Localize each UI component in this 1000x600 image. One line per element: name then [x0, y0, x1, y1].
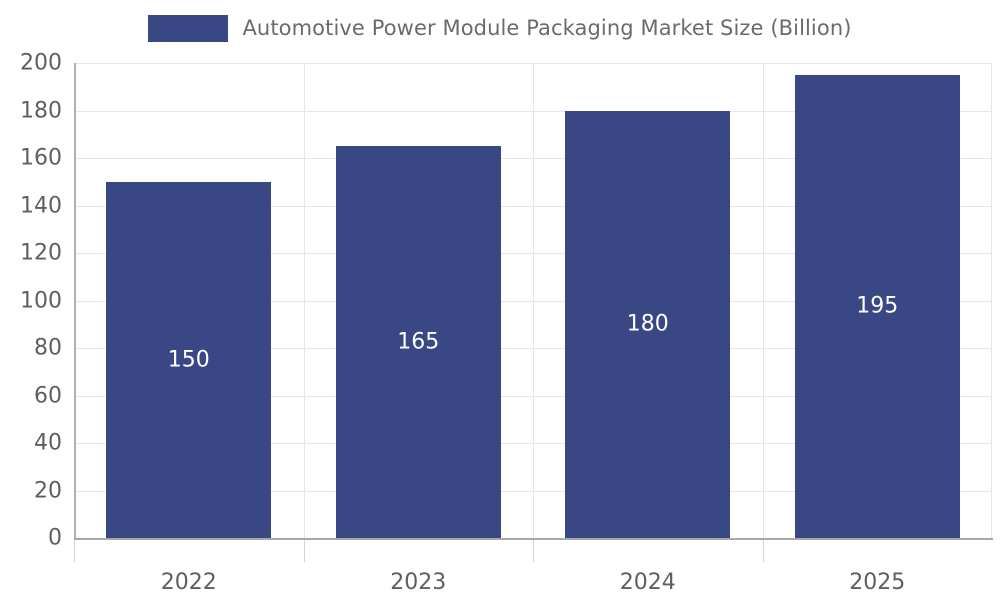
- legend-item-series-1[interactable]: Automotive Power Module Packaging Market…: [148, 14, 852, 42]
- legend-color-swatch: [148, 14, 229, 42]
- y-tick-label: 120: [20, 240, 62, 266]
- y-tick-label: 180: [20, 98, 62, 123]
- chart-legend: Automotive Power Module Packaging Market…: [0, 0, 1000, 56]
- bar-value-label: 195: [856, 293, 899, 319]
- y-tick-label: 100: [20, 288, 62, 313]
- bar-value-label: 165: [397, 329, 440, 355]
- y-tick-label: 20: [34, 478, 62, 503]
- x-axis-tick-mark: [763, 540, 764, 562]
- bar-2024[interactable]: 180: [565, 110, 731, 538]
- bar-2023[interactable]: 165: [335, 146, 501, 538]
- y-tick-label: 140: [20, 193, 62, 218]
- gridline-vertical: [991, 63, 992, 538]
- x-axis-line: [74, 538, 993, 540]
- bar-2025[interactable]: 195: [794, 74, 960, 538]
- x-tick-label: 2025: [849, 570, 906, 595]
- gridline-vertical: [304, 63, 305, 538]
- x-tick-label: 2023: [390, 570, 447, 595]
- bar-value-label: 180: [626, 311, 669, 337]
- gridline-vertical: [763, 63, 764, 538]
- x-tick-label: 2022: [160, 570, 217, 595]
- y-axis-line: [74, 63, 76, 539]
- y-tick-label: 40: [34, 430, 62, 456]
- y-axis-tick-labels: 0 20 40 60 80 100 120 140 160 180 200: [0, 0, 62, 600]
- bar-2022[interactable]: 150: [106, 181, 272, 538]
- y-tick-label: 200: [20, 50, 62, 76]
- x-axis-tick-mark: [533, 540, 534, 562]
- y-tick-label: 0: [48, 525, 62, 551]
- x-axis-tick-mark: [304, 540, 305, 562]
- x-axis-tick-mark: [74, 540, 75, 562]
- legend-label: Automotive Power Module Packaging Market…: [242, 16, 852, 40]
- x-tick-label: 2024: [619, 570, 676, 595]
- y-tick-label: 80: [34, 335, 62, 361]
- x-axis-tick-labels: 2022 2023 2024 2025: [0, 560, 1000, 600]
- y-tick-label: 160: [20, 145, 62, 171]
- plot-area: 150 165 180 195: [74, 63, 992, 539]
- bar-value-label: 150: [167, 347, 210, 373]
- gridline-vertical: [533, 63, 534, 538]
- y-tick-label: 60: [34, 383, 62, 408]
